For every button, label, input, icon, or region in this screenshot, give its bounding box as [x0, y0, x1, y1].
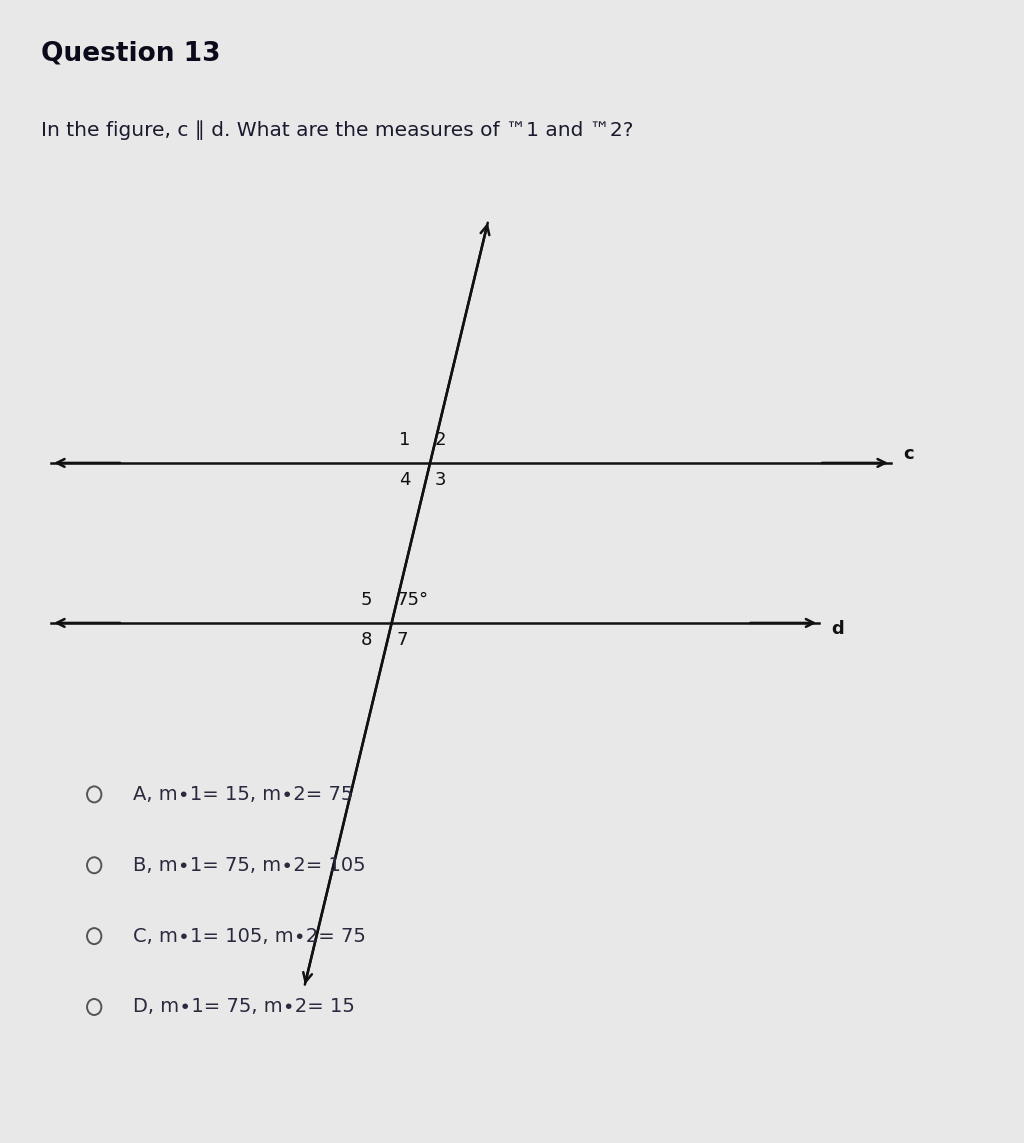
Text: C, m∙1= 105, m∙2= 75: C, m∙1= 105, m∙2= 75 — [133, 927, 366, 945]
Text: 3: 3 — [435, 471, 446, 489]
Text: 2: 2 — [435, 431, 446, 449]
Text: Question 13: Question 13 — [41, 40, 220, 66]
Text: 7: 7 — [396, 631, 409, 649]
Text: 8: 8 — [360, 631, 372, 649]
Text: 1: 1 — [399, 431, 411, 449]
Text: c: c — [903, 445, 913, 463]
Text: B, m∙1= 75, m∙2= 105: B, m∙1= 75, m∙2= 105 — [133, 856, 366, 874]
Text: A, m∙1= 15, m∙2= 75: A, m∙1= 15, m∙2= 75 — [133, 785, 353, 804]
Text: d: d — [831, 620, 844, 638]
Text: 4: 4 — [399, 471, 411, 489]
Text: In the figure, c ∥ d. What are the measures of ™1 and ™2?: In the figure, c ∥ d. What are the measu… — [41, 120, 633, 139]
Text: D, m∙1= 75, m∙2= 15: D, m∙1= 75, m∙2= 15 — [133, 998, 355, 1016]
Text: 75°: 75° — [396, 591, 429, 609]
Text: 5: 5 — [360, 591, 372, 609]
